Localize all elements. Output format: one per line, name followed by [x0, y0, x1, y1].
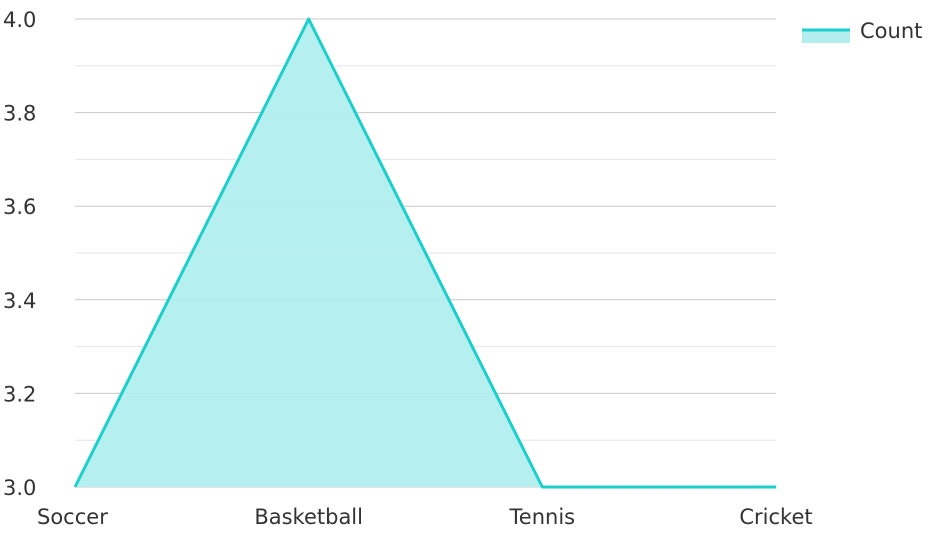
- x-axis-ticks: Soccer Basketball Tennis Cricket: [37, 505, 813, 529]
- legend-label-count: Count: [860, 19, 922, 43]
- legend: Count: [802, 19, 922, 43]
- y-tick-label: 3.2: [3, 382, 36, 406]
- y-tick-label: 4.0: [3, 8, 36, 32]
- y-tick-label: 3.0: [3, 476, 36, 500]
- x-tick-label: Basketball: [254, 505, 363, 528]
- y-tick-label: 3.6: [3, 195, 36, 219]
- x-tick-label: Soccer: [37, 505, 108, 528]
- series-count-line: [73, 17, 776, 489]
- y-tick-label: 3.4: [3, 289, 36, 313]
- legend-swatch: [802, 30, 850, 43]
- x-tick-label: Tennis: [509, 505, 576, 528]
- y-tick-label: 3.8: [3, 102, 36, 126]
- x-tick-label: Cricket: [739, 505, 812, 528]
- y-axis-ticks: 3.0 3.2 3.4 3.6 3.8 4.0: [3, 8, 36, 500]
